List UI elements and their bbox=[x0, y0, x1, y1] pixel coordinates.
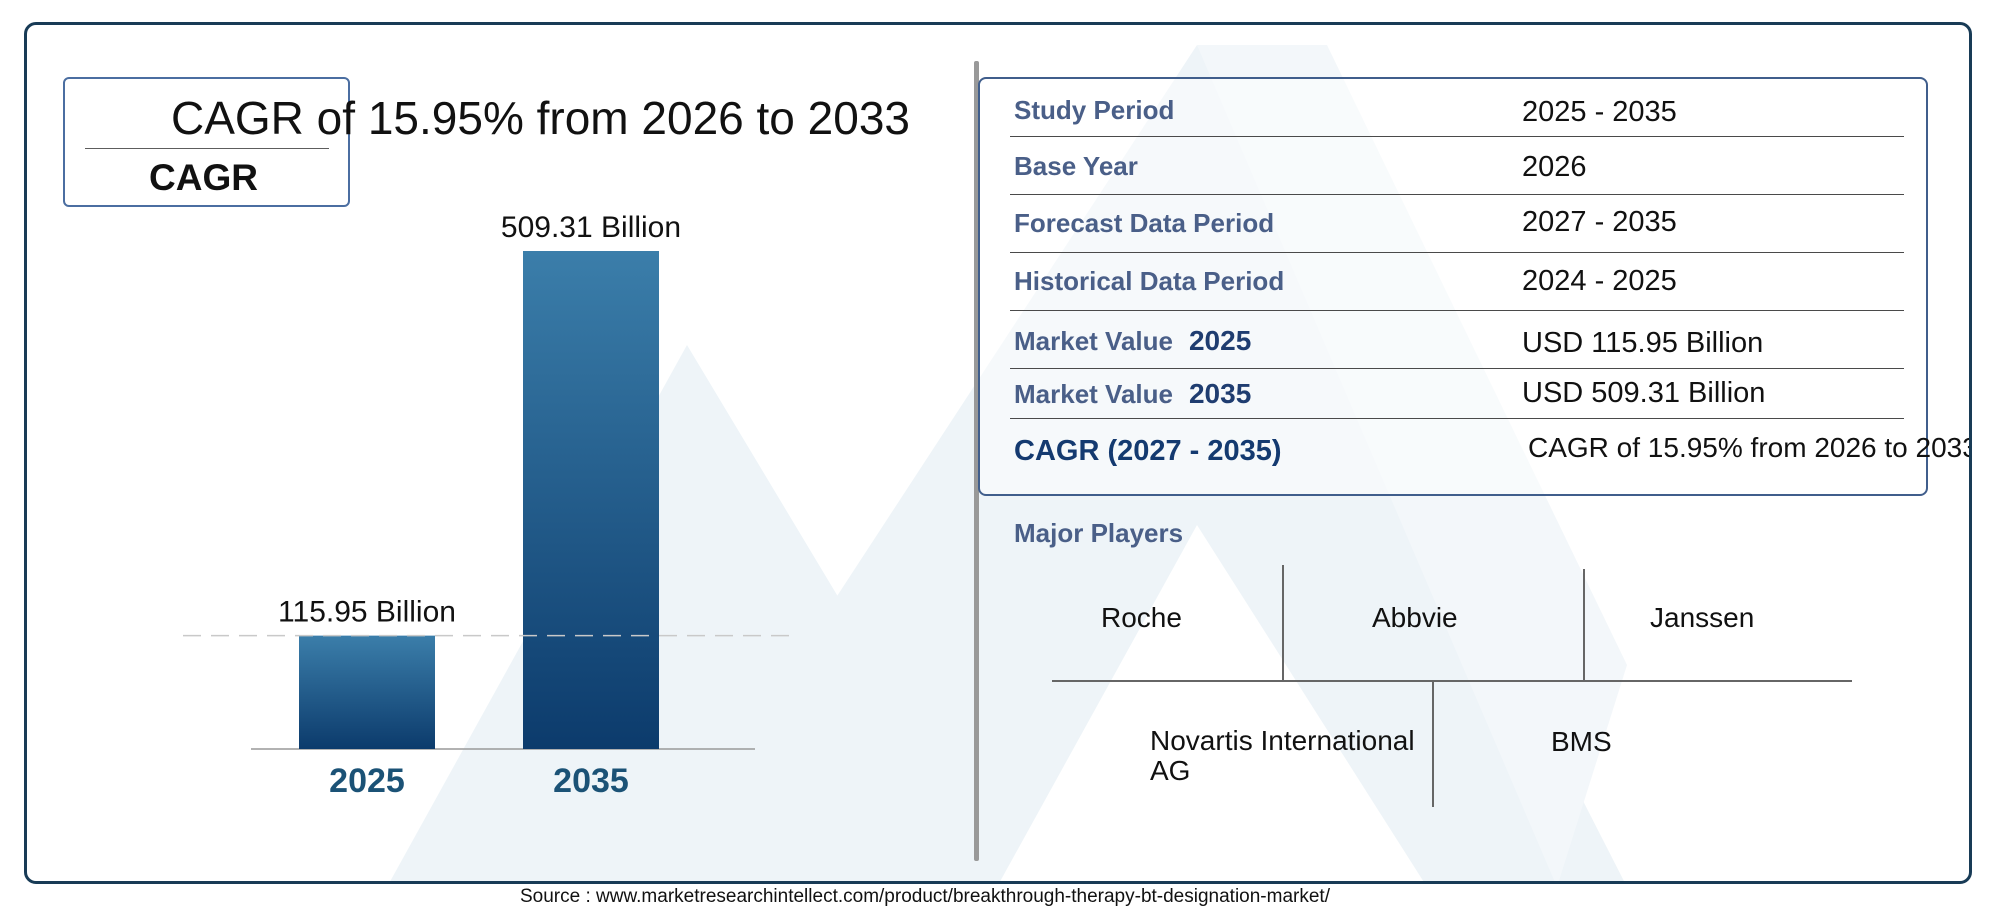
summary-label: CAGR (2027 - 2035) bbox=[1014, 435, 1282, 467]
players-divider-horizontal bbox=[1052, 680, 1852, 682]
bar-2035 bbox=[523, 251, 659, 749]
cagr-box-label: CAGR bbox=[149, 157, 258, 198]
players-divider-3 bbox=[1432, 680, 1434, 807]
x-tick-label-2025: 2025 bbox=[329, 762, 405, 800]
players-divider-1 bbox=[1282, 565, 1284, 680]
player-novartis-line-2: AG bbox=[1150, 755, 1191, 786]
summary-value: 2027 - 2035 bbox=[1522, 206, 1677, 238]
source-note: Source : www.marketresearchintellect.com… bbox=[520, 886, 1330, 907]
summary-value: 2026 bbox=[1522, 151, 1587, 183]
players-divider-2 bbox=[1583, 569, 1585, 680]
summary-value: USD 115.95 Billion bbox=[1522, 327, 1764, 359]
summary-value: CAGR of 15.95% from 2026 to 2033 bbox=[1528, 432, 1972, 463]
summary-label: Historical Data Period bbox=[1014, 266, 1285, 296]
summary-row-market-value-2025: Market Value 2025 USD 115.95 Billion bbox=[1010, 311, 1904, 369]
summary-value: USD 509.31 Billion bbox=[1522, 377, 1766, 409]
cagr-heading: CAGR of 15.95% from 2026 to 2033 bbox=[171, 92, 910, 144]
summary-label: Forecast Data Period bbox=[1014, 208, 1275, 238]
summary-label: Market Value 2025 bbox=[1014, 325, 1251, 357]
player-abbvie: Abbvie bbox=[1372, 602, 1458, 633]
summary-row-cagr: CAGR (2027 - 2035) CAGR of 15.95% from 2… bbox=[1010, 419, 1969, 479]
summary-label-year: 2025 bbox=[1188, 325, 1252, 356]
bar-2025 bbox=[299, 635, 435, 749]
summary-label-text: Market Value bbox=[1014, 326, 1173, 356]
player-novartis-line-1: Novartis International bbox=[1150, 725, 1415, 756]
bar-value-label-2035: 509.31 Billion bbox=[501, 211, 681, 244]
major-players-title: Major Players bbox=[1014, 518, 1184, 548]
summary-label: Base Year bbox=[1014, 151, 1138, 181]
player-janssen: Janssen bbox=[1650, 602, 1755, 633]
market-summary-table: Study Period 2025 - 2035 Base Year 2026 … bbox=[978, 77, 1969, 496]
summary-row-historical-period: Historical Data Period 2024 - 2025 bbox=[1010, 253, 1904, 311]
summary-label-year: 2035 bbox=[1188, 378, 1252, 409]
summary-row-market-value-2035: Market Value 2035 USD 509.31 Billion bbox=[1010, 369, 1904, 419]
cagr-box-line bbox=[85, 148, 329, 149]
cagr-label-box: CAGR bbox=[63, 77, 350, 207]
bar-value-label-2025: 115.95 Billion bbox=[278, 596, 456, 629]
summary-value: 2025 - 2035 bbox=[1522, 96, 1677, 128]
summary-row-forecast-period: Forecast Data Period 2027 - 2035 bbox=[1010, 195, 1904, 253]
player-roche: Roche bbox=[1101, 602, 1182, 633]
player-novartis: Novartis International AG bbox=[1150, 726, 1415, 786]
summary-row-base-year: Base Year 2026 bbox=[1010, 137, 1904, 195]
infographic-frame: CAGR CAGR of 15.95% from 2026 to 2033 11… bbox=[24, 22, 1972, 884]
player-bms: BMS bbox=[1551, 726, 1612, 757]
market-size-bar-chart: 115.95 Billion 2025 509.31 Billion 2035 bbox=[183, 211, 789, 800]
summary-value: 2024 - 2025 bbox=[1522, 265, 1677, 297]
summary-label: Market Value 2035 bbox=[1014, 378, 1251, 410]
summary-label-text: Market Value bbox=[1014, 379, 1173, 409]
summary-label: Study Period bbox=[1014, 95, 1175, 125]
x-tick-label-2035: 2035 bbox=[553, 762, 629, 800]
summary-row-study-period: Study Period 2025 - 2035 bbox=[1010, 89, 1904, 137]
vertical-divider bbox=[974, 61, 979, 861]
